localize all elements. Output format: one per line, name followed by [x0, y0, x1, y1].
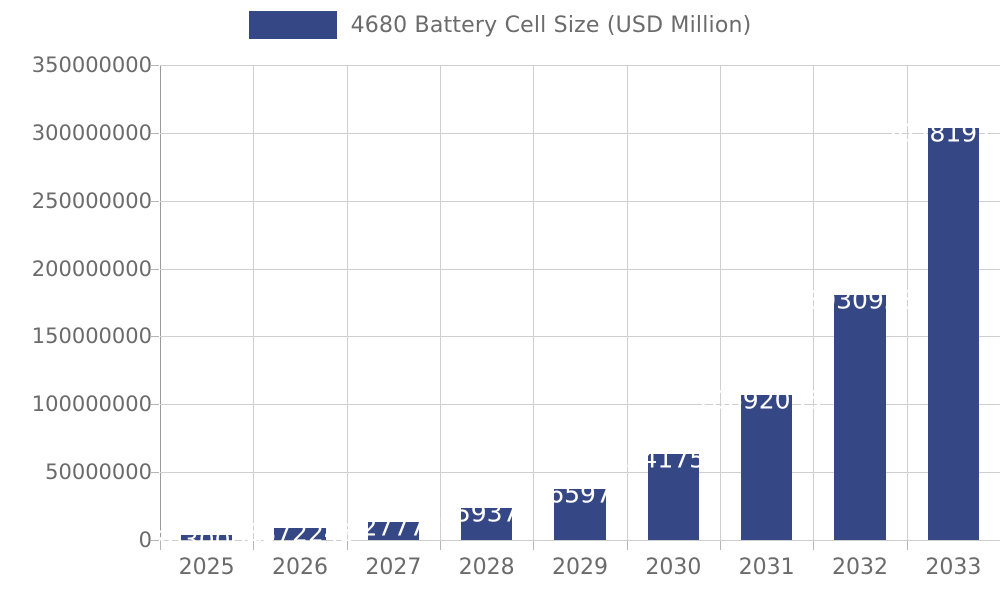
gridline-horizontal — [160, 65, 1000, 66]
bar[interactable] — [834, 295, 886, 540]
gridline-horizontal — [160, 336, 1000, 338]
gridline-horizontal — [160, 132, 1000, 134]
gridline-vertical — [440, 65, 441, 540]
x-tick-mark — [813, 541, 815, 550]
x-tick-label: 2028 — [458, 555, 515, 580]
y-tick-label: 0 — [138, 528, 152, 552]
gridline-horizontal — [160, 540, 1000, 541]
legend-color-swatch — [248, 11, 337, 39]
x-tick-label: 2030 — [645, 555, 702, 580]
x-tick-mark — [533, 541, 535, 550]
y-tick-label: 100000000 — [31, 392, 152, 417]
y-tick-label: 150000000 — [31, 324, 152, 349]
gridline-vertical — [533, 65, 535, 540]
x-tick-mark — [160, 541, 161, 550]
x-tick-label: 2031 — [738, 555, 795, 580]
gridline-vertical — [906, 65, 908, 540]
y-tick-label: 200000000 — [31, 256, 152, 281]
bar[interactable] — [367, 521, 419, 540]
bar[interactable] — [554, 488, 606, 540]
y-tick-label: 300000000 — [31, 120, 152, 145]
bar[interactable] — [461, 507, 513, 540]
x-tick-mark — [346, 541, 348, 550]
plot-region: 3630000 8872245 13277706 23593737 37659723 63… — [151, 65, 1000, 555]
bar[interactable] — [647, 453, 699, 540]
x-tick-mark — [440, 541, 441, 550]
x-tick-label: 2032 — [832, 555, 888, 580]
y-tick-label: 50000000 — [45, 460, 152, 485]
x-tick-label: 2029 — [552, 555, 608, 580]
bar[interactable] — [741, 394, 793, 540]
y-axis-line — [160, 65, 161, 541]
gridline-horizontal — [160, 472, 1000, 474]
y-tick-label: 250000000 — [31, 188, 152, 213]
gridline-vertical — [813, 65, 815, 540]
y-tick-mark — [150, 200, 159, 202]
gridline-horizontal — [160, 404, 1000, 406]
gridline-vertical — [253, 65, 255, 540]
gridline-horizontal — [160, 200, 1000, 202]
x-tick-mark — [253, 541, 255, 550]
x-tick-label: 2026 — [272, 555, 328, 580]
y-tick-mark — [150, 336, 159, 338]
bar[interactable] — [181, 535, 233, 540]
bar[interactable] — [274, 527, 326, 540]
chart-legend: 4680 Battery Cell Size (USD Million) — [0, 0, 1000, 50]
x-tick-mark — [906, 541, 908, 550]
x-tick-label: 2025 — [178, 555, 235, 580]
x-tick-mark — [720, 541, 721, 550]
y-tick-mark — [150, 65, 159, 66]
x-tick-label: 2027 — [365, 555, 422, 580]
gridline-horizontal — [160, 268, 1000, 270]
gridline-vertical — [626, 65, 628, 540]
y-tick-mark — [150, 472, 159, 474]
x-axis-ticks: 2025 2026 2027 2028 2029 2030 2031 2032 2033 — [160, 541, 1000, 600]
y-axis-ticks: 0 50000000 100000000 150000000 200000000 2500… — [0, 53, 160, 552]
y-tick-mark — [150, 540, 159, 541]
bar[interactable] — [927, 127, 979, 540]
x-tick-mark — [626, 541, 628, 550]
y-tick-label: 350000000 — [31, 53, 152, 77]
chart-area: 0 50000000 100000000 150000000 200000000 2500… — [0, 50, 1000, 600]
legend-series-label: 4680 Battery Cell Size (USD Million) — [350, 12, 752, 38]
y-tick-mark — [150, 132, 159, 134]
gridline-vertical — [346, 65, 348, 540]
y-tick-mark — [150, 404, 159, 406]
gridline-vertical — [720, 65, 721, 540]
y-tick-mark — [150, 268, 159, 270]
x-tick-label: 2033 — [925, 555, 982, 580]
